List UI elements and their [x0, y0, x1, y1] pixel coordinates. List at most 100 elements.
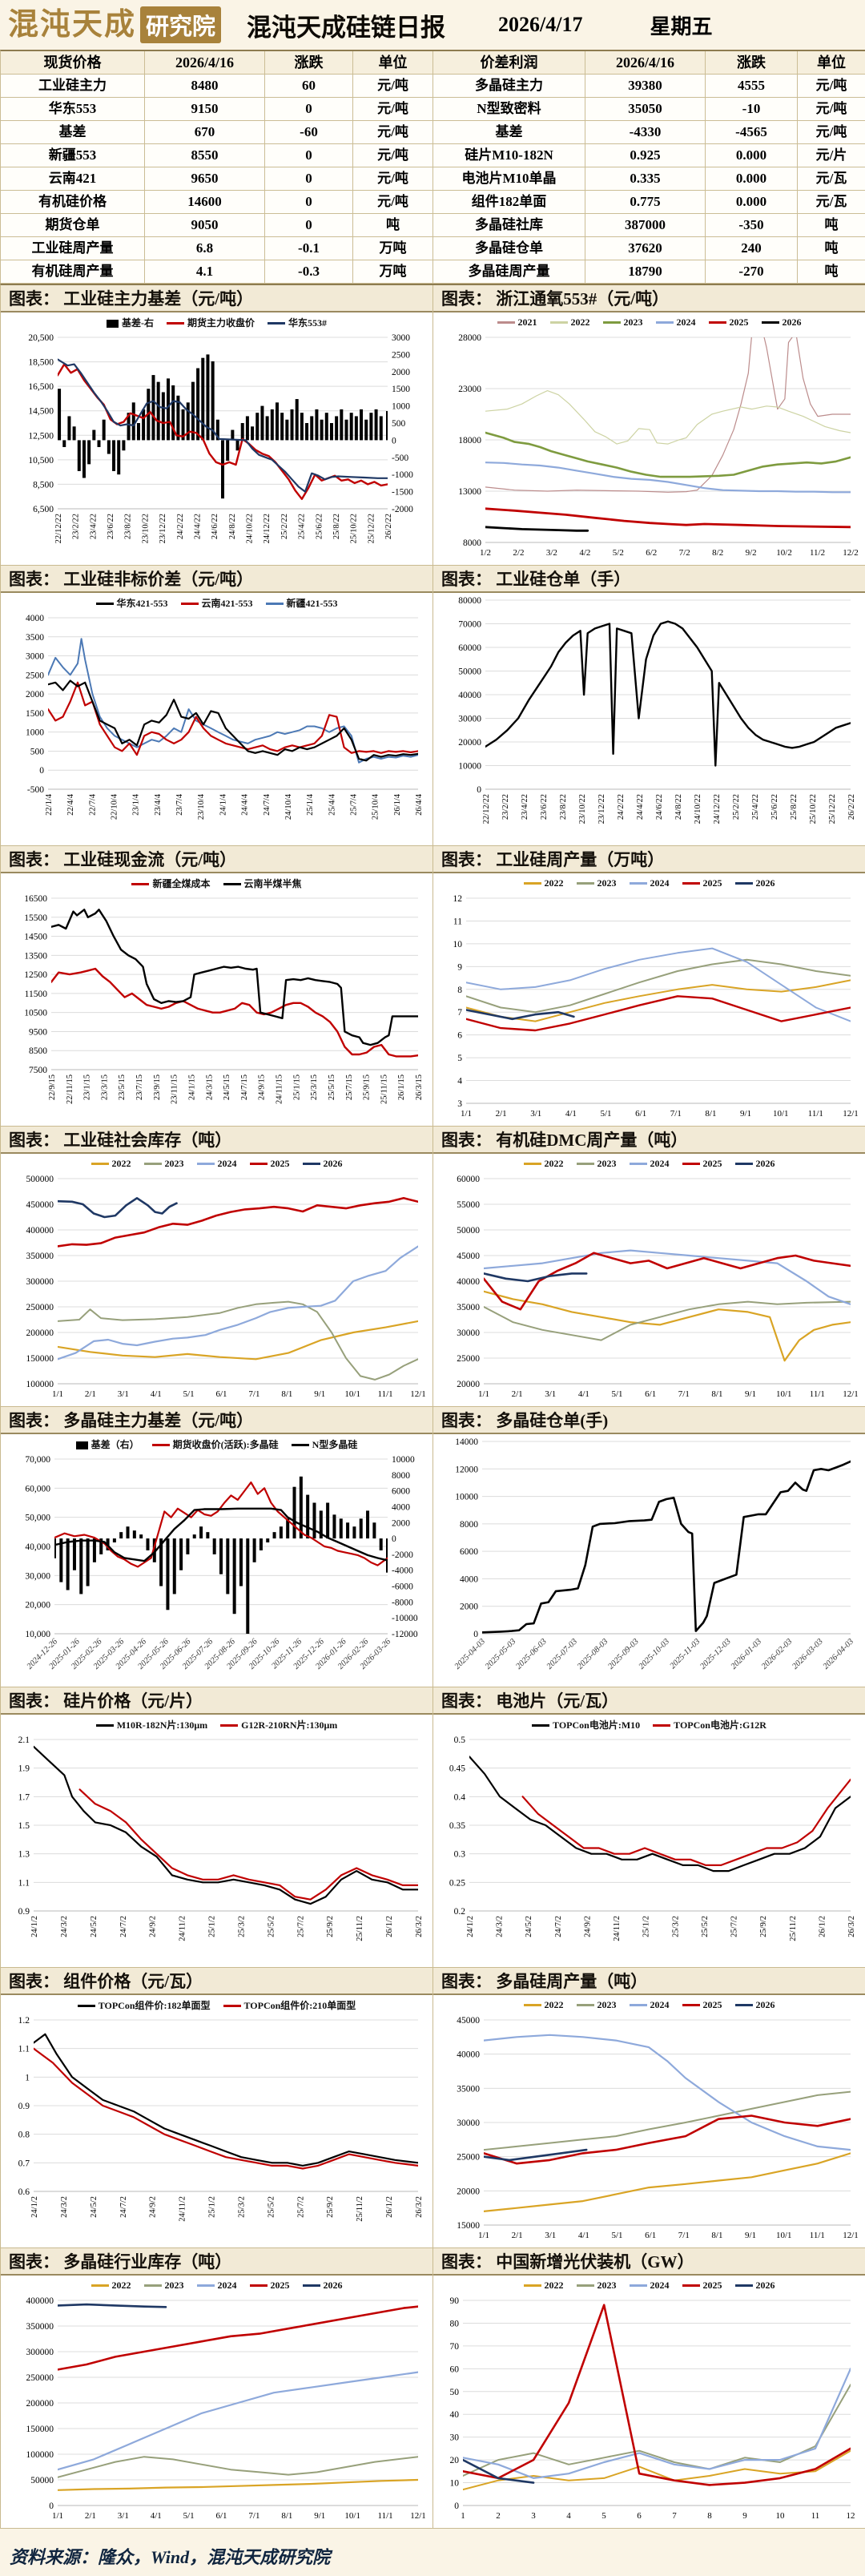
svg-text:23/11/15: 23/11/15 — [171, 1074, 179, 1104]
svg-text:24/7/2: 24/7/2 — [554, 1916, 563, 1937]
svg-text:24/5/2: 24/5/2 — [525, 1916, 533, 1937]
svg-text:12/1: 12/1 — [843, 1109, 859, 1119]
chart-body-cell-price: TOPCon电池片:M10 TOPCon电池片:G12R 0.2 0.25 0.3 0.3… — [433, 1715, 865, 1965]
chart-panel-si-main-basis: 图表： 工业硅主力基差（元/吨） 基差-右 期货主力收盘价 华东553# 6,500 8,… — [1, 285, 433, 566]
svg-text:24/5/2: 24/5/2 — [90, 1916, 99, 1937]
svg-text:26/2/22: 26/2/22 — [847, 794, 856, 820]
chart-title-cell-price: 图表： 电池片（元/瓦） — [433, 1687, 865, 1715]
svg-text:23/8/22: 23/8/22 — [124, 514, 133, 539]
svg-text:24/4/4: 24/4/4 — [241, 793, 250, 816]
legend-swatch — [523, 882, 541, 885]
svg-text:0: 0 — [454, 2501, 459, 2511]
svg-text:10: 10 — [776, 2511, 786, 2521]
table-cell: N型致密料 — [433, 98, 585, 121]
legend-swatch — [249, 2284, 268, 2288]
legend-item: 新疆全煤成本 — [131, 877, 211, 890]
report-date: 2026/4/17 — [498, 13, 583, 36]
svg-text:40,000: 40,000 — [25, 1542, 50, 1552]
legend-swatch — [268, 322, 285, 325]
svg-text:25/11/2: 25/11/2 — [356, 1916, 364, 1941]
svg-text:35000: 35000 — [457, 1303, 480, 1312]
table-cell: 元/吨 — [798, 121, 865, 144]
svg-text:35000: 35000 — [457, 2084, 480, 2094]
svg-text:8/1: 8/1 — [711, 2231, 722, 2240]
legend-swatch — [653, 1724, 671, 1727]
svg-text:22/7/4: 22/7/4 — [88, 793, 97, 816]
svg-text:-6000: -6000 — [392, 1582, 413, 1592]
legend-item: 2026 — [302, 1158, 343, 1170]
svg-text:25/10/4: 25/10/4 — [372, 793, 380, 820]
svg-text:10000: 10000 — [458, 762, 481, 772]
chart-panel-si-weekly-output: 图表： 工业硅周产量（万吨） 2022 2023 2024 2025 2026 3 4 5 6 7 8… — [433, 846, 865, 1127]
svg-text:-8000: -8000 — [392, 1598, 413, 1607]
legend-swatch — [265, 603, 284, 606]
svg-text:28000: 28000 — [458, 333, 481, 343]
svg-text:25/3/2: 25/3/2 — [237, 1916, 246, 1937]
svg-text:24/1/2: 24/1/2 — [30, 1916, 39, 1937]
chart-title-china-new-pv: 图表： 中国新增光伏装机（GW） — [433, 2248, 865, 2276]
table-cell: 0 — [265, 191, 353, 214]
chart-svg-poly-warrants: 0 2000 4000 6000 8000 10000 12000 14000 2025-04-… — [453, 1437, 855, 1671]
legend-swatch — [602, 321, 621, 325]
chart-legend-si-social-inventory: 2022 2023 2024 2025 2026 — [2, 1155, 432, 1172]
chart-svg-cell-price: 0.2 0.25 0.3 0.35 0.4 0.45 0.5 24/1/2 24/3/2 24/5… — [449, 1735, 856, 1941]
svg-text:24/11/2: 24/11/2 — [179, 1916, 187, 1941]
legend-swatch — [734, 882, 753, 885]
legend-item: 基差（右） — [75, 1437, 139, 1451]
legend-swatch — [576, 1163, 594, 1166]
svg-text:300000: 300000 — [26, 1277, 54, 1287]
table-cell: 新疆553 — [1, 144, 145, 167]
svg-text:350000: 350000 — [26, 2322, 54, 2332]
legend-label: 2024 — [676, 316, 696, 328]
table-cell: 37620 — [585, 237, 706, 260]
legend-label: N型多晶硅 — [312, 1438, 358, 1450]
svg-text:300000: 300000 — [26, 2348, 54, 2357]
legend-label: TOPCon电池片:M10 — [553, 1719, 641, 1731]
report-title: 混沌天成硅链日报 — [247, 13, 446, 42]
table-cell: 元/吨 — [353, 167, 433, 191]
legend-swatch — [220, 1724, 239, 1727]
legend-item: 2024 — [629, 1158, 670, 1170]
legend-item: 2025 — [249, 1158, 290, 1170]
svg-text:0: 0 — [473, 1630, 478, 1639]
svg-text:2025-10-03: 2025-10-03 — [638, 1637, 671, 1671]
legend-swatch — [682, 1163, 700, 1166]
svg-text:25000: 25000 — [457, 2153, 480, 2163]
svg-text:50000: 50000 — [458, 667, 481, 677]
svg-text:24/1/2: 24/1/2 — [30, 2196, 39, 2218]
svg-text:4000: 4000 — [26, 614, 44, 623]
svg-text:1.5: 1.5 — [18, 1821, 30, 1831]
svg-text:25/3/2: 25/3/2 — [671, 1916, 680, 1937]
svg-text:1.2: 1.2 — [18, 2016, 30, 2026]
legend-item: 期货主力收盘价 — [166, 316, 255, 329]
chart-legend-dmc-weekly-output: 2022 2023 2024 2025 2026 — [434, 1155, 864, 1172]
svg-text:25/7/2: 25/7/2 — [296, 1916, 305, 1937]
table-cell: 60 — [265, 75, 353, 98]
legend-label: 基差（右） — [91, 1438, 139, 1450]
legend-label: 新疆全煤成本 — [152, 877, 211, 889]
svg-text:0.5: 0.5 — [454, 1735, 466, 1745]
svg-text:24/7/2: 24/7/2 — [119, 1916, 128, 1937]
legend-label: 新疆421-553 — [286, 597, 338, 609]
svg-text:25/2/22: 25/2/22 — [280, 514, 289, 539]
svg-text:-500: -500 — [392, 454, 408, 463]
svg-text:26/4/4: 26/4/4 — [415, 793, 424, 816]
chart-body-poly-main-basis: 基差（右） 期货收盘价(活跃):多晶硅 N型多晶硅 10,000 20,000 30,00… — [1, 1434, 432, 1685]
chart-panel-poly-warrants: 图表： 多晶硅仓单(手) 0 2000 4000 6000 8000 10000 12000 1… — [433, 1407, 865, 1687]
svg-text:25/7/2: 25/7/2 — [730, 1916, 739, 1937]
svg-text:2025-06-03: 2025-06-03 — [514, 1637, 548, 1671]
chart-body-si-main-basis: 基差-右 期货主力收盘价 华东553# 6,500 8,500 10,500 12,500 1… — [1, 312, 432, 563]
svg-text:10500: 10500 — [24, 1009, 47, 1018]
svg-text:-10000: -10000 — [392, 1614, 418, 1623]
table-cell: -270 — [706, 260, 798, 284]
legend-swatch — [143, 2284, 162, 2288]
legend-item: 2022 — [523, 2280, 564, 2292]
svg-text:3/1: 3/1 — [545, 1389, 556, 1399]
legend-label: TOPCon电池片:G12R — [674, 1719, 766, 1731]
svg-text:9: 9 — [742, 2511, 747, 2521]
svg-text:1/1: 1/1 — [52, 2511, 63, 2521]
svg-text:1/2: 1/2 — [480, 548, 491, 558]
svg-text:11/2: 11/2 — [810, 548, 825, 558]
svg-text:2/1: 2/1 — [85, 2511, 96, 2521]
legend-item: 2022 — [523, 1158, 564, 1170]
